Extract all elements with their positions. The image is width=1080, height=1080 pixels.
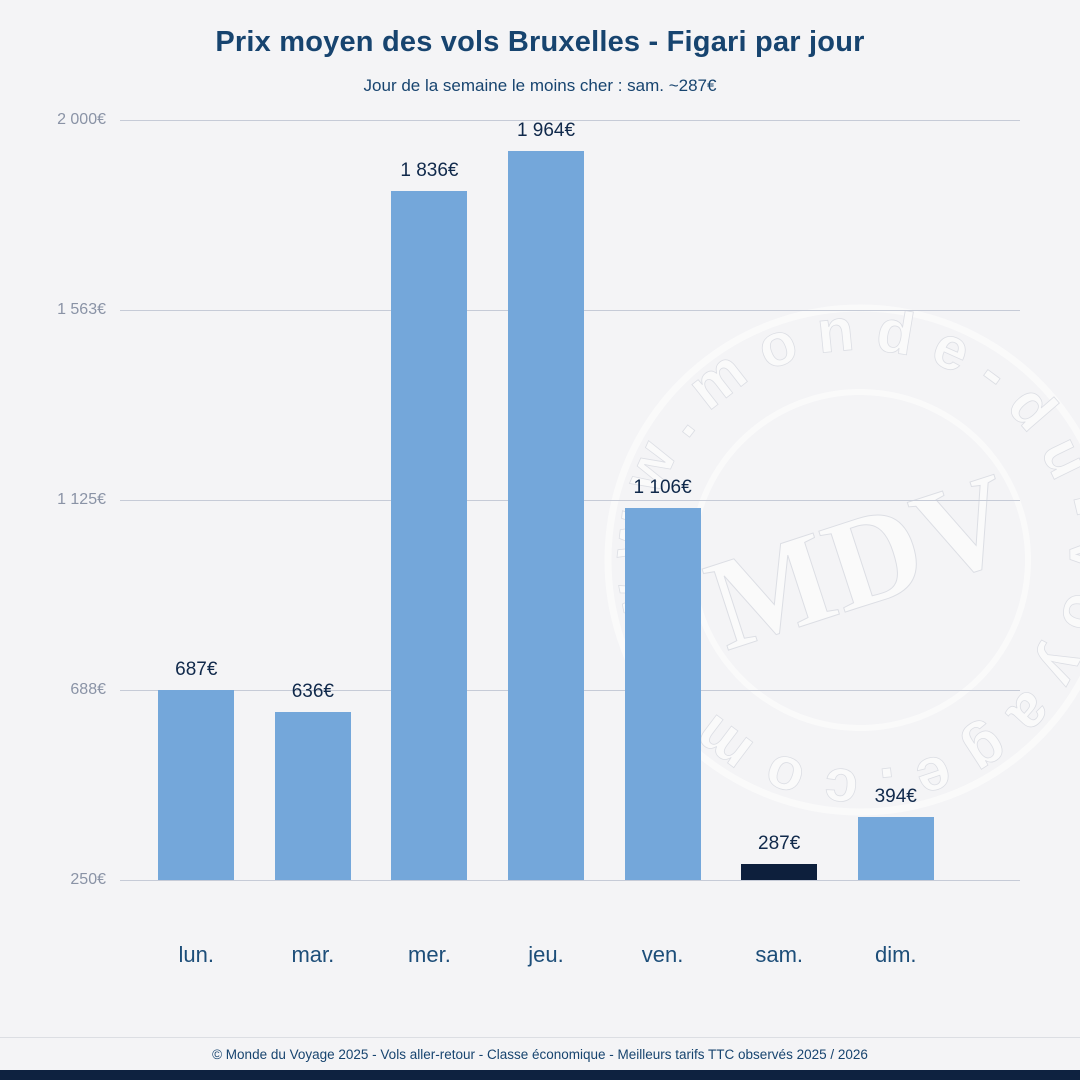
- y-axis-tick-label: 688€: [70, 680, 106, 698]
- bottom-accent-bar: [0, 1070, 1080, 1080]
- x-axis-tick-label: mar.: [291, 942, 335, 967]
- y-axis-tick-label: 1 125€: [57, 491, 106, 508]
- plot-area: 250€ 688€ 1 125€ 1 563€ 2 000€ 687€ lun. 636€ ma…: [57, 111, 1020, 967]
- bar: [624, 508, 701, 880]
- x-axis-tick-label: ven.: [641, 942, 684, 967]
- footer-divider: [0, 1037, 1080, 1038]
- gridline: [120, 120, 1020, 121]
- bar: [391, 191, 468, 880]
- bar-value-label: 1 106€: [633, 477, 692, 499]
- chart-subtitle: Jour de la semaine le moins cher : sam. …: [363, 76, 717, 95]
- bar-value-label: 394€: [874, 786, 917, 808]
- x-axis-tick-label: lun.: [178, 942, 215, 967]
- y-axis-tick-label: 2 000€: [57, 111, 106, 128]
- bar-column: 394€ dim.: [837, 120, 954, 967]
- footer-text: © Monde du Voyage 2025 - Vols aller-reto…: [212, 1047, 868, 1062]
- bar: [508, 151, 585, 880]
- x-axis-tick-label: mer.: [408, 942, 451, 967]
- x-axis-tick-label: jeu.: [528, 942, 564, 967]
- x-axis-tick-label: sam.: [755, 942, 804, 967]
- gridline: [120, 880, 1020, 881]
- bar-column: 687€ lun.: [138, 120, 255, 967]
- bar-value-label: 287€: [758, 832, 801, 854]
- bar-column: 1 106€ ven.: [604, 120, 721, 967]
- bar-value-label: 636€: [291, 681, 334, 703]
- bar-value-label: 687€: [175, 659, 218, 681]
- bar: [158, 690, 235, 880]
- bar-value-label: 1 836€: [400, 160, 459, 182]
- bar-chart: www.monde-du-voyage.com . MDV 250€688€1 …: [57, 111, 1080, 967]
- bar-column: 1 964€ jeu.: [488, 120, 605, 967]
- y-axis-tick-label: 250€: [70, 871, 106, 888]
- bars-container: 687€ lun. 636€ mar. 1 836€ mer. 1 964€ jeu. 1 10…: [138, 120, 954, 967]
- bar-value-label: 1 964€: [516, 120, 576, 141]
- bar-column: 287€ sam.: [721, 120, 838, 967]
- bar: [741, 863, 818, 880]
- bar: [857, 817, 934, 880]
- bar-column: 1 836€ mer.: [371, 120, 488, 967]
- bar: [274, 712, 351, 880]
- chart-title: Prix moyen des vols Bruxelles - Figari p…: [215, 26, 865, 58]
- x-axis-tick-label: dim.: [874, 942, 917, 967]
- bar-column: 636€ mar.: [255, 120, 372, 967]
- y-axis-tick-label: 1 563€: [57, 300, 106, 318]
